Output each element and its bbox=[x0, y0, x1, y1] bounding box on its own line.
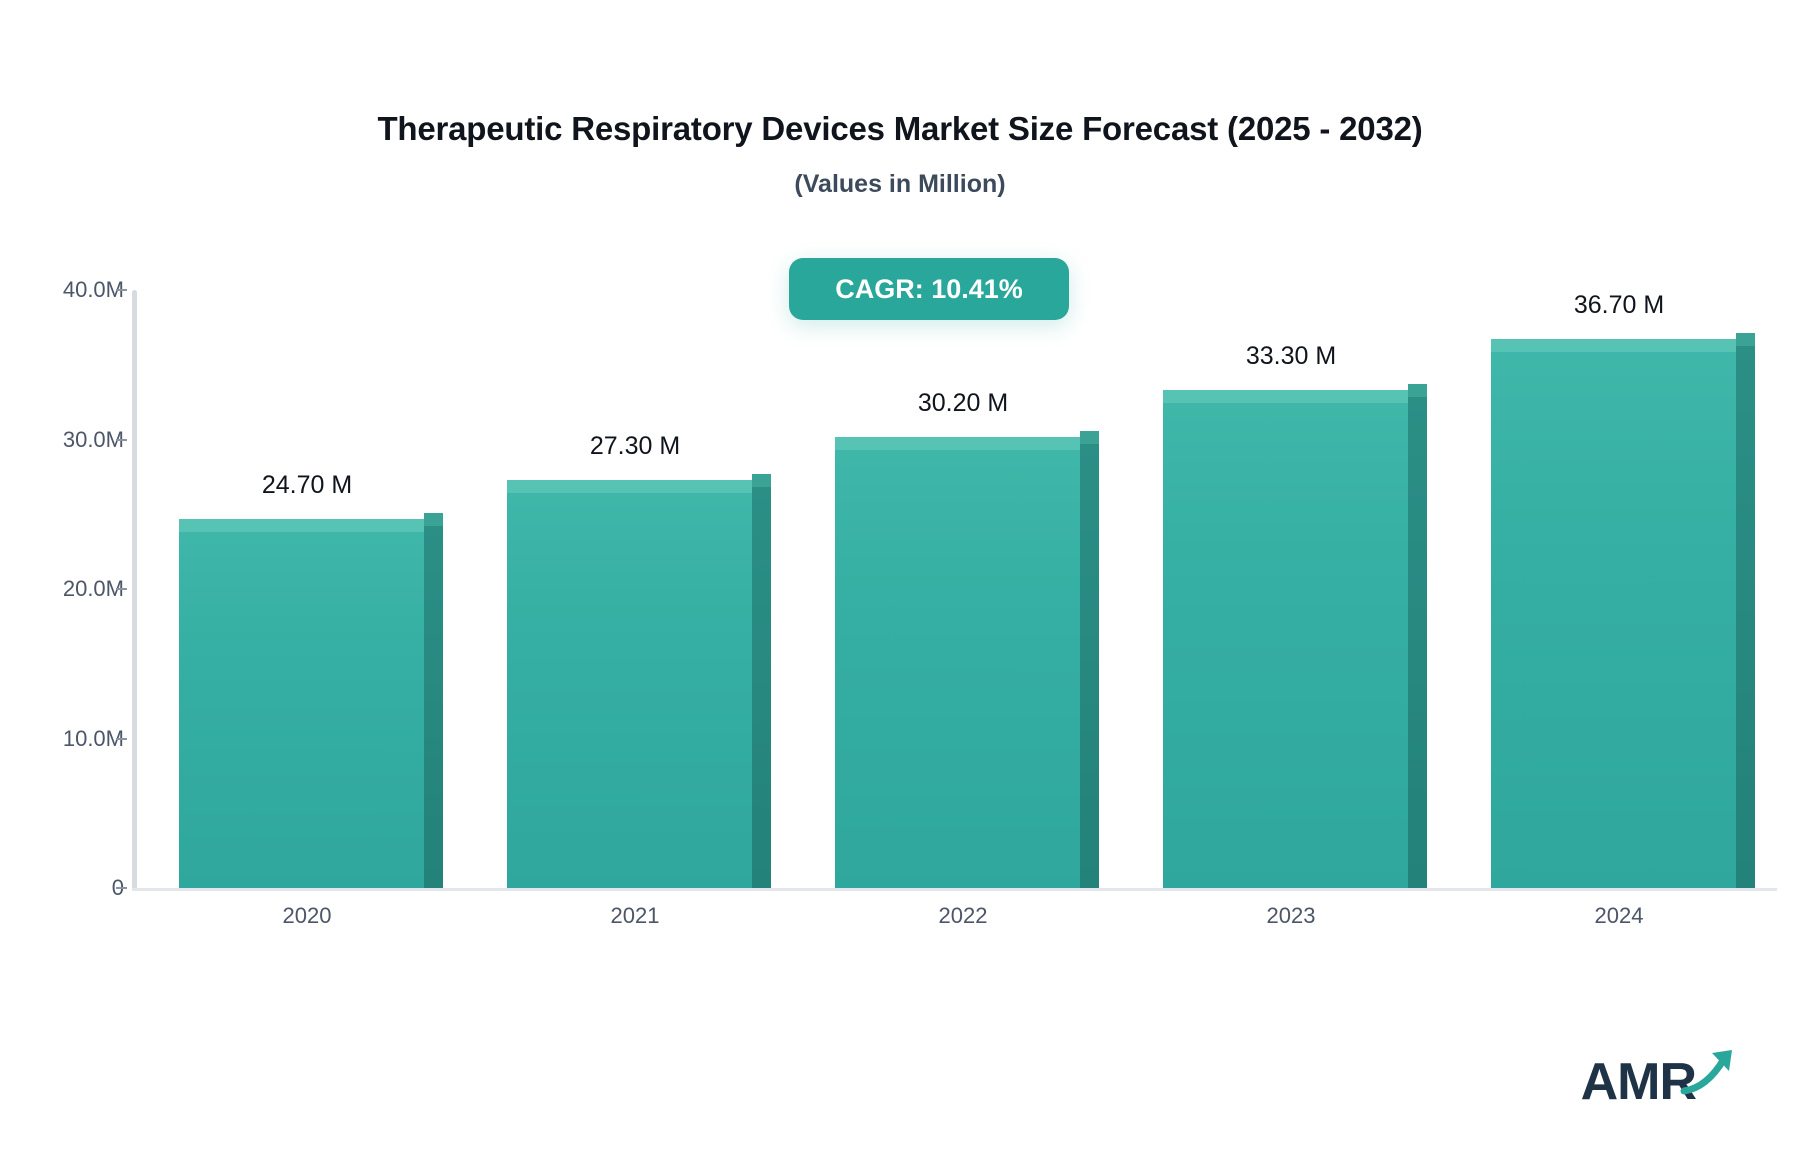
y-axis-tick-label: 20.0M bbox=[62, 576, 124, 601]
bar-value-label: 30.20 M bbox=[917, 388, 1009, 417]
bar-top-highlight bbox=[1162, 390, 1408, 404]
bar-side-shadow bbox=[751, 485, 771, 888]
y-axis-tick-mark bbox=[116, 887, 127, 889]
bar[interactable] bbox=[1162, 384, 1427, 888]
x-axis-tick-label: 2020 bbox=[282, 903, 332, 928]
bar-side-top bbox=[1407, 384, 1427, 398]
cagr-badge: CAGR: 10.41% bbox=[789, 258, 1069, 320]
bar-side-shadow bbox=[1079, 442, 1099, 888]
amr-logo: AMR bbox=[1581, 1045, 1742, 1108]
bar-side-top bbox=[1735, 333, 1755, 347]
y-axis-tick-label: 40.0M bbox=[62, 277, 124, 302]
x-axis-tick-label: 2021 bbox=[610, 903, 660, 928]
bar-side-top bbox=[1079, 430, 1099, 444]
bar-face bbox=[1490, 339, 1736, 888]
bar[interactable] bbox=[178, 512, 443, 888]
bar[interactable] bbox=[506, 473, 771, 888]
x-axis-tick-label: 2023 bbox=[1266, 903, 1316, 928]
bar-value-label: 33.30 M bbox=[1245, 342, 1337, 371]
bar[interactable] bbox=[1490, 333, 1755, 888]
y-axis-tick-mark bbox=[116, 588, 127, 590]
bar-side-top bbox=[751, 473, 771, 487]
y-axis-tick-label: 10.0M bbox=[62, 725, 124, 751]
y-axis-tick-mark bbox=[116, 289, 127, 291]
y-axis-tick-label: 30.0M bbox=[62, 426, 124, 452]
bar-value-label: 27.30 M bbox=[589, 431, 681, 460]
bar-side-shadow bbox=[1407, 396, 1427, 888]
bar-value-label: 24.70 M bbox=[261, 470, 353, 499]
bar-side-shadow bbox=[1735, 345, 1755, 888]
bar-top-highlight bbox=[834, 436, 1080, 450]
bar-face bbox=[834, 436, 1080, 888]
bar-face bbox=[1162, 390, 1408, 888]
bar-top-highlight bbox=[1490, 339, 1736, 353]
y-axis-tick-mark bbox=[116, 737, 127, 740]
bar-top-highlight bbox=[506, 479, 752, 493]
x-axis-tick-label: 2024 bbox=[1594, 903, 1644, 928]
bar-top-highlight bbox=[178, 518, 424, 532]
page-title: Therapeutic Respiratory Devices Market S… bbox=[377, 110, 1423, 147]
bar-side-top bbox=[423, 512, 443, 526]
y-axis-line bbox=[132, 290, 137, 890]
chart-subtitle: (Values in Million) bbox=[794, 170, 1006, 198]
x-axis-tick-label: 2022 bbox=[938, 903, 988, 928]
bar-face bbox=[178, 518, 424, 888]
x-axis-line bbox=[132, 888, 1777, 891]
y-axis-tick-mark bbox=[116, 438, 127, 441]
bar-value-label: 36.70 M bbox=[1573, 291, 1665, 320]
bar-face bbox=[506, 479, 752, 888]
growth-arrow-icon bbox=[1680, 1045, 1742, 1102]
bar-side-shadow bbox=[423, 524, 443, 888]
bar[interactable] bbox=[834, 430, 1099, 888]
logo-text: AMR bbox=[1580, 1053, 1697, 1111]
